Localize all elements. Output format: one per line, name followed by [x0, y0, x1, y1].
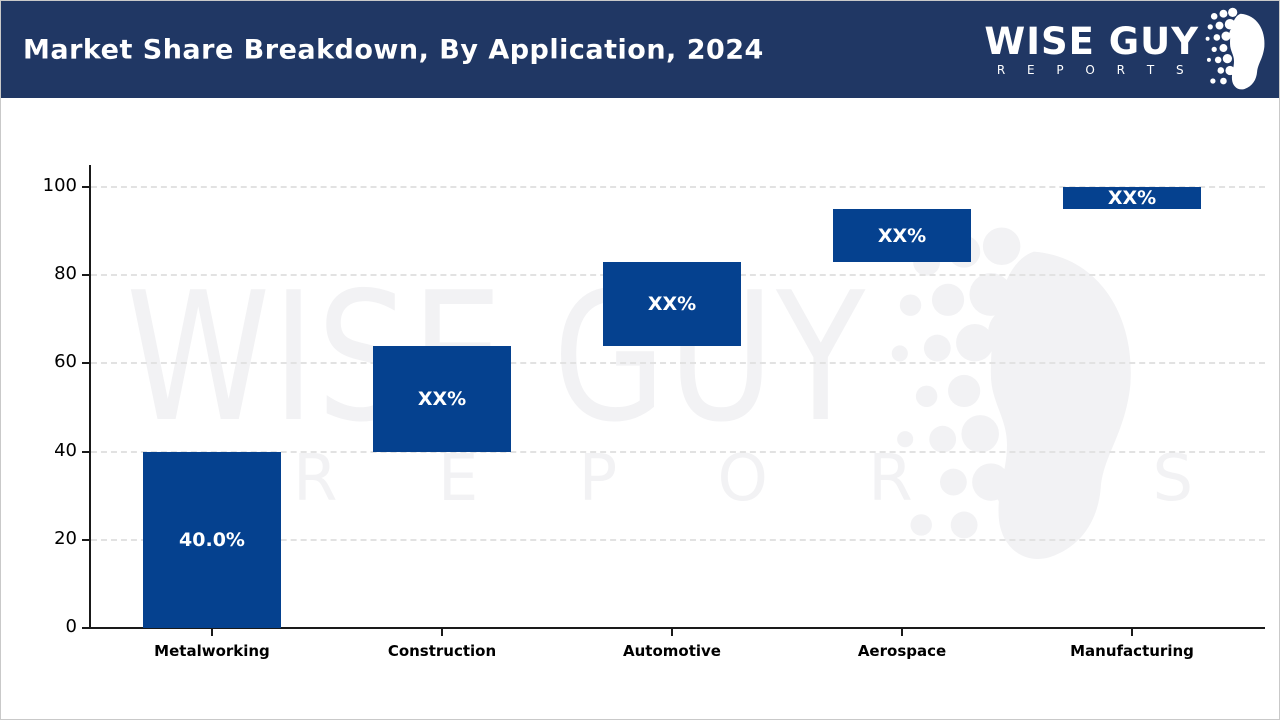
gridline: [91, 186, 1265, 188]
category-label: Construction: [387, 642, 497, 660]
x-tick: [441, 629, 443, 636]
logo: WISE GUY R E P O R T S: [984, 6, 1267, 94]
gridline: [91, 362, 1265, 365]
category-label: Aerospace: [857, 642, 947, 660]
gridline: [91, 538, 1265, 541]
category-label: Metalworking: [154, 642, 270, 660]
logo-wordmark-line1: WISE GUY: [984, 20, 1199, 64]
y-tick-label: 100: [42, 175, 77, 196]
y-axis: [89, 165, 91, 629]
y-tick-label: 40: [54, 439, 77, 461]
bar-label: 40.0%: [179, 528, 245, 551]
y-tick-label: 60: [54, 351, 77, 373]
y-tick-label: 80: [54, 263, 77, 285]
bar-label: XX%: [647, 292, 697, 315]
bar-manufacturing: XX%: [1063, 187, 1201, 210]
x-tick: [901, 629, 903, 636]
x-tick: [1131, 629, 1133, 636]
x-tick: [671, 629, 673, 636]
x-tick: [211, 629, 213, 636]
y-tick: [82, 186, 89, 188]
y-tick-label: 0: [65, 616, 77, 637]
bar-label: XX%: [1107, 187, 1157, 210]
bar-metalworking: 40.0%: [143, 451, 281, 628]
logo-wordmark-line2: R E P O R T S: [996, 62, 1193, 77]
y-tick: [82, 627, 89, 629]
x-axis: [89, 627, 1265, 629]
gridline: [91, 450, 1265, 453]
category-label: Manufacturing: [1070, 642, 1194, 660]
y-tick: [82, 450, 89, 453]
page-title: Market Share Breakdown, By Application, …: [23, 34, 764, 65]
y-tick: [82, 274, 89, 277]
y-tick-label: 20: [54, 527, 77, 549]
category-label: Automotive: [623, 642, 721, 660]
bar-label: XX%: [417, 387, 467, 410]
logo-face-icon: [1205, 7, 1265, 90]
y-tick: [82, 362, 89, 365]
bar-construction: XX%: [373, 345, 511, 452]
logo-wordmark: WISE GUY R E P O R T S: [984, 20, 1199, 77]
y-tick: [82, 538, 89, 541]
bar-label: XX%: [877, 224, 927, 247]
bar-aerospace: XX%: [833, 209, 971, 262]
watermark-face-icon: [891, 227, 1131, 559]
header: Market Share Breakdown, By Application, …: [1, 1, 1279, 98]
bar-automotive: XX%: [603, 261, 741, 346]
